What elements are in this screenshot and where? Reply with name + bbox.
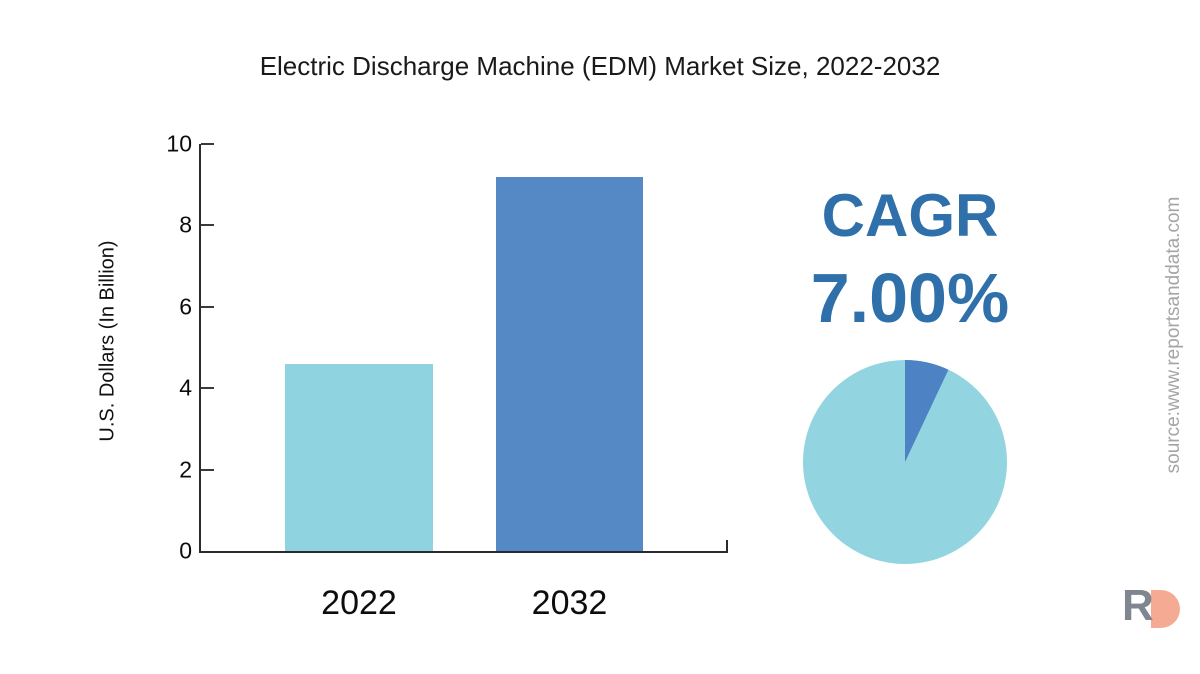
bar-2022 <box>285 364 433 551</box>
y-axis-line <box>199 144 201 553</box>
source-attribution: source:www.reportsanddata.com <box>1163 196 1184 474</box>
y-tick-label-6: 6 <box>179 293 192 320</box>
logo-d-icon <box>1151 590 1180 628</box>
chart-title: Electric Discharge Machine (EDM) Market … <box>259 51 941 81</box>
y-tick-line-10 <box>201 143 214 145</box>
y-tick-label-2: 2 <box>179 456 192 483</box>
bar-2032 <box>496 177 643 551</box>
y-tick-label-0: 0 <box>179 537 192 564</box>
x-axis-line <box>199 551 728 553</box>
y-tick-line-8 <box>201 224 214 227</box>
y-tick-label-8: 8 <box>179 211 192 238</box>
y-tick-line-6 <box>201 305 214 308</box>
y-tick-label-4: 4 <box>179 374 192 401</box>
cagr-value: 7.00% <box>810 259 1010 337</box>
cagr-pie-chart <box>803 360 1007 564</box>
y-tick-label-10: 10 <box>166 130 192 157</box>
x-tick-label-2022: 2022 <box>321 584 397 622</box>
pie-cagr-slice <box>905 360 949 462</box>
y-tick-line-4 <box>201 387 214 390</box>
reports-and-data-logo: R <box>1122 584 1184 630</box>
y-tick-line-2 <box>201 468 214 471</box>
cagr-label: CAGR <box>821 182 999 249</box>
y-axis-label: U.S. Dollars (In Billion) <box>96 240 119 442</box>
logo-r-letter: R <box>1122 581 1154 630</box>
x-tick-label-2032: 2032 <box>531 584 608 622</box>
x-axis-end-tick <box>726 540 728 551</box>
